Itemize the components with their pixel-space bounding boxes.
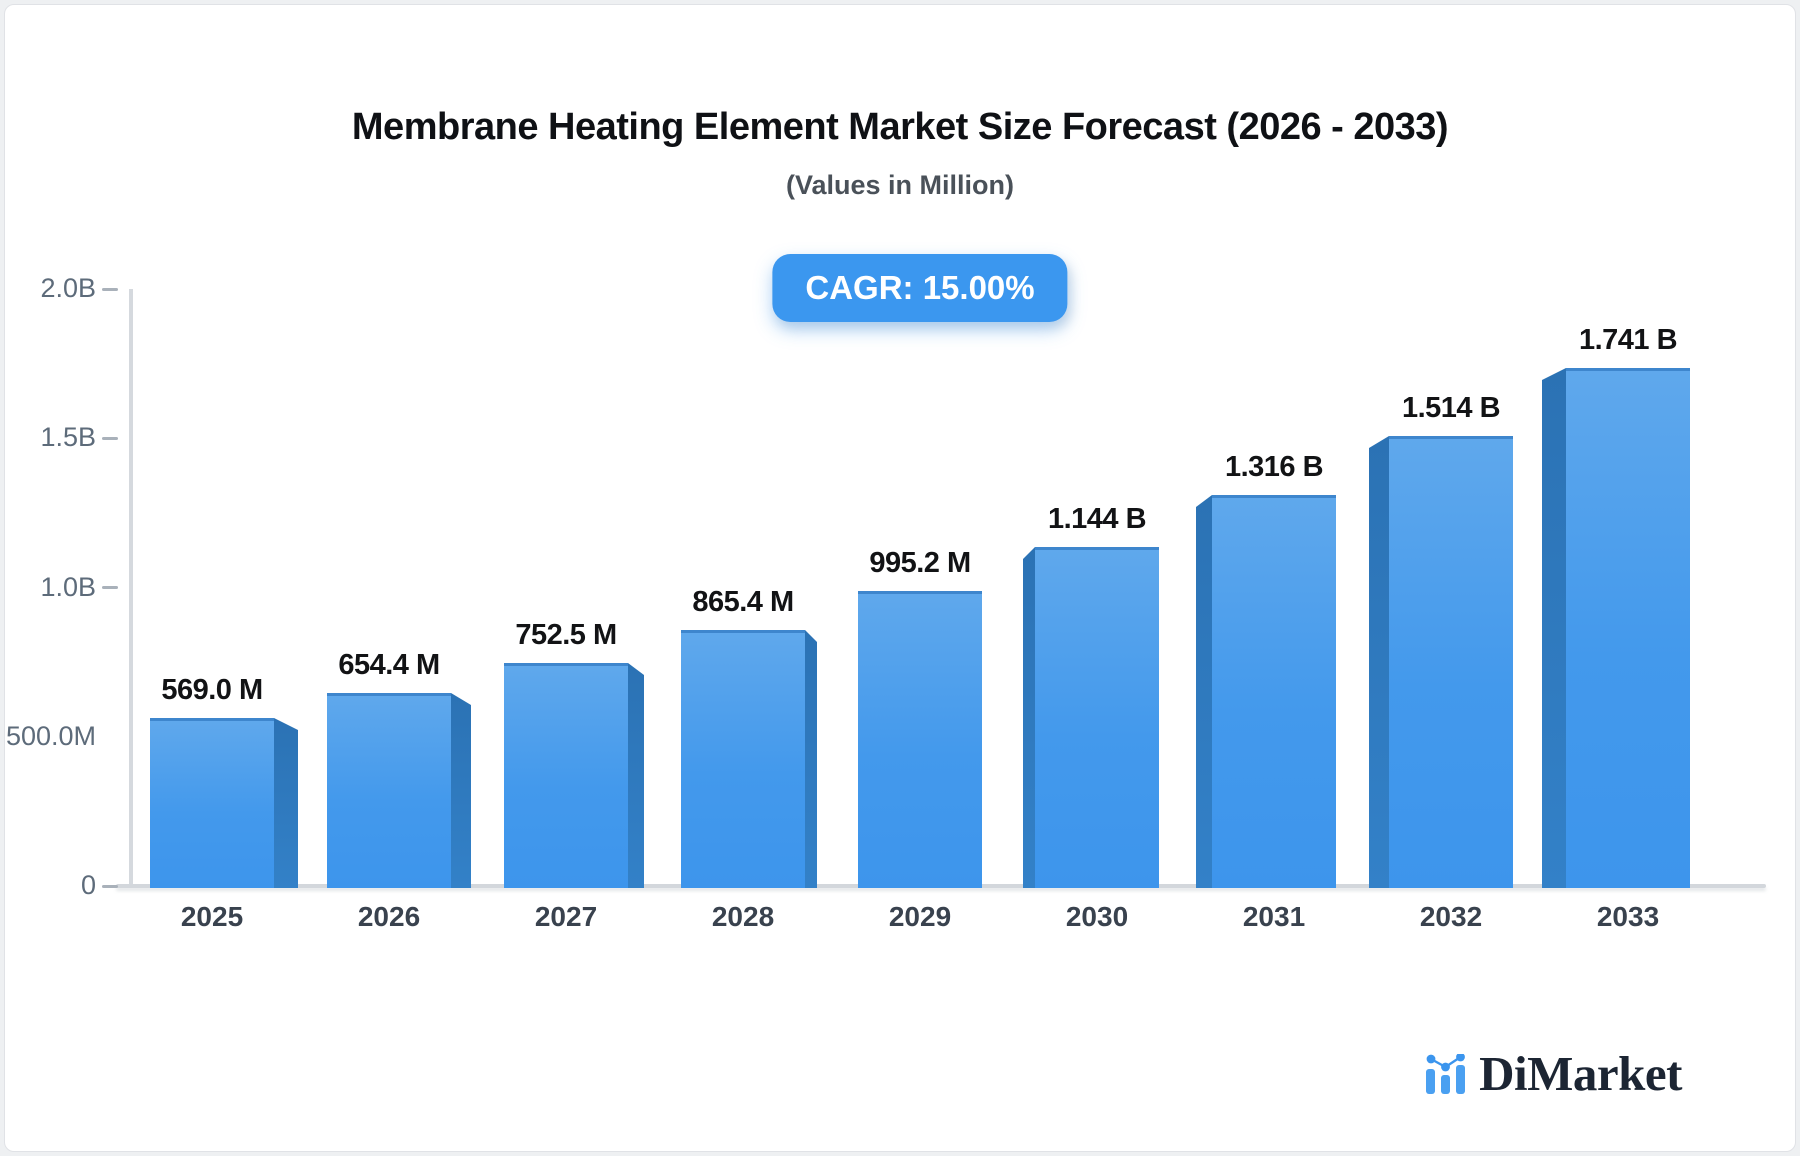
cagr-badge: CAGR: 15.00% (772, 254, 1068, 322)
y-axis-label: 500.0M (5, 720, 96, 751)
x-axis-label-2027: 2027 (534, 901, 598, 932)
brand-name: DiMarket (1479, 1046, 1682, 1101)
y-axis-tick (102, 287, 118, 291)
bar-2032[interactable] (1369, 436, 1513, 888)
x-axis-label-2032: 2032 (1419, 901, 1483, 932)
bar-face (858, 591, 982, 888)
bar-value-label: 752.5 M (515, 619, 617, 651)
y-axis-tick (102, 436, 118, 440)
bar-side-face (805, 630, 817, 888)
x-axis-label-2026: 2026 (357, 901, 421, 932)
y-axis-label: 0 (80, 870, 96, 900)
bar-line-chart-icon (1425, 1053, 1467, 1094)
y-axis-tick (102, 586, 118, 589)
bar-value-label: 654.4 M (338, 649, 440, 681)
bar-value-label: 1.316 B (1224, 451, 1324, 483)
bar-value-label: 865.4 M (692, 586, 794, 618)
bar-value-label: 1.514 B (1401, 392, 1501, 424)
bar-side-face (628, 663, 644, 888)
y-axis-label: 1.5B (40, 422, 96, 453)
bar-2031[interactable] (1196, 495, 1336, 888)
x-axis-label-2029: 2029 (888, 901, 952, 932)
bar-side-face (1542, 368, 1566, 888)
x-axis-label-2030: 2030 (1065, 901, 1129, 932)
bar-side-face (1196, 495, 1212, 888)
bar-value-label: 995.2 M (869, 547, 971, 579)
bar-face (1035, 547, 1159, 888)
bar-face (1566, 368, 1690, 888)
bar-value-label: 1.144 B (1047, 503, 1147, 535)
bar-face (1212, 495, 1336, 888)
bar-face (327, 693, 451, 888)
bar-side-face (1369, 436, 1389, 888)
bar-2025[interactable] (150, 718, 298, 888)
bar-2027[interactable] (504, 663, 644, 888)
bar-face (681, 630, 805, 888)
bar-side-face (1023, 547, 1035, 888)
bar-value-label: 1.741 B (1578, 324, 1678, 356)
x-axis-label-2025: 2025 (180, 901, 244, 932)
bar-2026[interactable] (327, 693, 471, 888)
x-axis-label-2033: 2033 (1596, 901, 1660, 932)
bar-face (1389, 436, 1513, 888)
bar-2029[interactable] (858, 591, 982, 888)
y-axis-label: 1.0B (40, 571, 96, 602)
chart-title: Membrane Heating Element Market Size For… (351, 106, 1449, 148)
brand-logo[interactable]: DiMarket (1425, 1045, 1682, 1102)
y-axis-tick (102, 884, 118, 888)
bar-2028[interactable] (681, 630, 817, 888)
x-axis-label-2028: 2028 (711, 901, 775, 932)
bar-face (504, 663, 628, 888)
x-axis-label-2031: 2031 (1242, 901, 1306, 932)
bar-2030[interactable] (1023, 547, 1159, 888)
y-axis-label: 2.0B (40, 273, 96, 303)
bar-value-label: 569.0 M (161, 674, 263, 706)
chart-subtitle: (Values in Million) (785, 170, 1015, 200)
y-axis-line (129, 289, 133, 886)
bar-side-face (451, 693, 471, 888)
bar-face (150, 718, 274, 888)
bar-side-face (274, 718, 298, 888)
bar-2033[interactable] (1542, 368, 1690, 888)
